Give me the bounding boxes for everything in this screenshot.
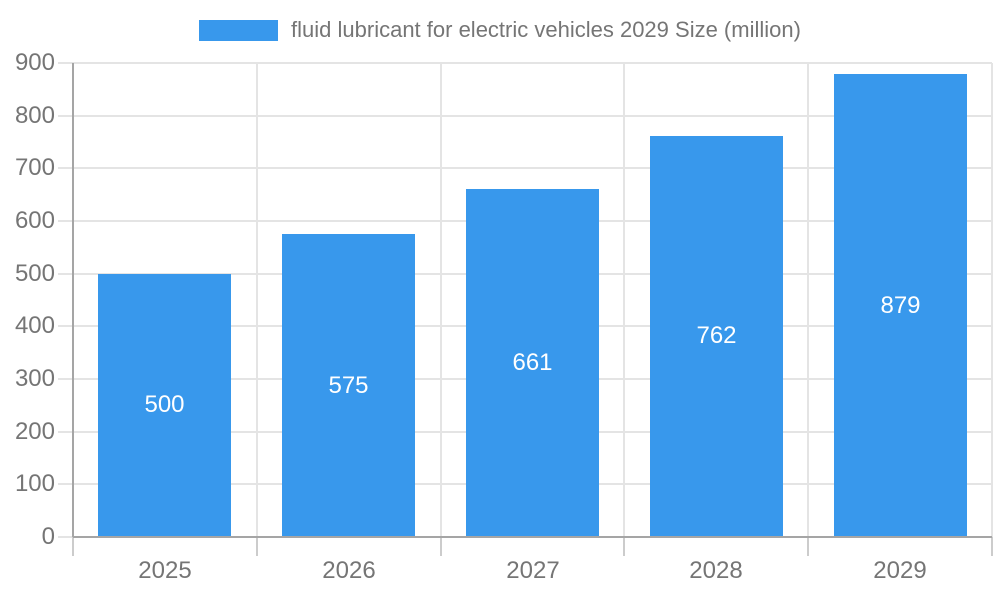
y-axis-label: 400 bbox=[14, 312, 55, 340]
x-axis-line bbox=[73, 536, 992, 538]
y-gridline bbox=[73, 167, 992, 170]
bar-2027[interactable] bbox=[466, 189, 599, 537]
y-axis-label: 900 bbox=[14, 49, 55, 76]
x-axis-tick bbox=[807, 537, 810, 556]
x-axis-tick bbox=[439, 537, 442, 556]
y-axis-label: 600 bbox=[14, 207, 55, 234]
x-axis-label: 2027 bbox=[506, 557, 560, 584]
y-axis-label: 300 bbox=[14, 365, 55, 392]
y-axis-label: 500 bbox=[14, 259, 55, 287]
bar-2029[interactable] bbox=[834, 74, 967, 537]
legend: fluid lubricant for electric vehicles 20… bbox=[0, 9, 1000, 51]
category-boundary-gridline bbox=[991, 63, 993, 537]
y-axis-tick bbox=[58, 483, 73, 486]
y-axis-tick bbox=[58, 220, 73, 222]
y-axis-label: 700 bbox=[14, 154, 55, 182]
x-axis-label: 2026 bbox=[322, 557, 376, 584]
bar-2025[interactable] bbox=[98, 274, 231, 537]
x-axis-label: 2028 bbox=[689, 557, 743, 584]
y-gridline bbox=[73, 114, 992, 117]
y-axis-label: 800 bbox=[14, 101, 55, 129]
y-axis-tick bbox=[58, 167, 73, 170]
bar-2026[interactable] bbox=[282, 234, 415, 537]
category-boundary-gridline bbox=[807, 63, 810, 537]
y-axis-label: 100 bbox=[14, 470, 55, 498]
bar-value-label: 500 bbox=[144, 391, 185, 418]
y-axis-tick bbox=[58, 378, 73, 380]
bar-value-label: 661 bbox=[512, 349, 553, 376]
bar-2028[interactable] bbox=[650, 136, 783, 537]
legend-item[interactable]: fluid lubricant for electric vehicles 20… bbox=[199, 9, 801, 51]
x-axis-tick bbox=[255, 537, 258, 556]
y-axis-tick bbox=[58, 325, 73, 328]
x-axis-tick bbox=[623, 537, 626, 556]
x-axis-tick bbox=[72, 537, 74, 556]
bar-value-label: 762 bbox=[696, 322, 737, 349]
category-boundary-gridline bbox=[623, 63, 626, 537]
x-axis-label: 2025 bbox=[138, 557, 192, 584]
category-boundary-gridline bbox=[439, 63, 442, 537]
y-axis-line bbox=[72, 63, 74, 537]
y-axis-label: 200 bbox=[14, 417, 55, 445]
category-boundary-gridline bbox=[255, 63, 258, 537]
y-axis-tick bbox=[58, 272, 73, 275]
legend-label: fluid lubricant for electric vehicles 20… bbox=[291, 17, 801, 42]
x-axis-label: 2029 bbox=[873, 557, 927, 584]
y-axis-tick bbox=[58, 430, 73, 433]
y-axis-tick bbox=[58, 536, 73, 538]
y-axis-label: 0 bbox=[41, 523, 55, 550]
y-axis-tick bbox=[58, 62, 73, 64]
y-axis-tick bbox=[58, 114, 73, 117]
y-gridline bbox=[73, 62, 992, 64]
bar-value-label: 575 bbox=[328, 372, 369, 399]
legend-swatch bbox=[199, 19, 279, 41]
bar-value-label: 879 bbox=[880, 292, 921, 319]
x-axis-tick bbox=[991, 537, 993, 556]
